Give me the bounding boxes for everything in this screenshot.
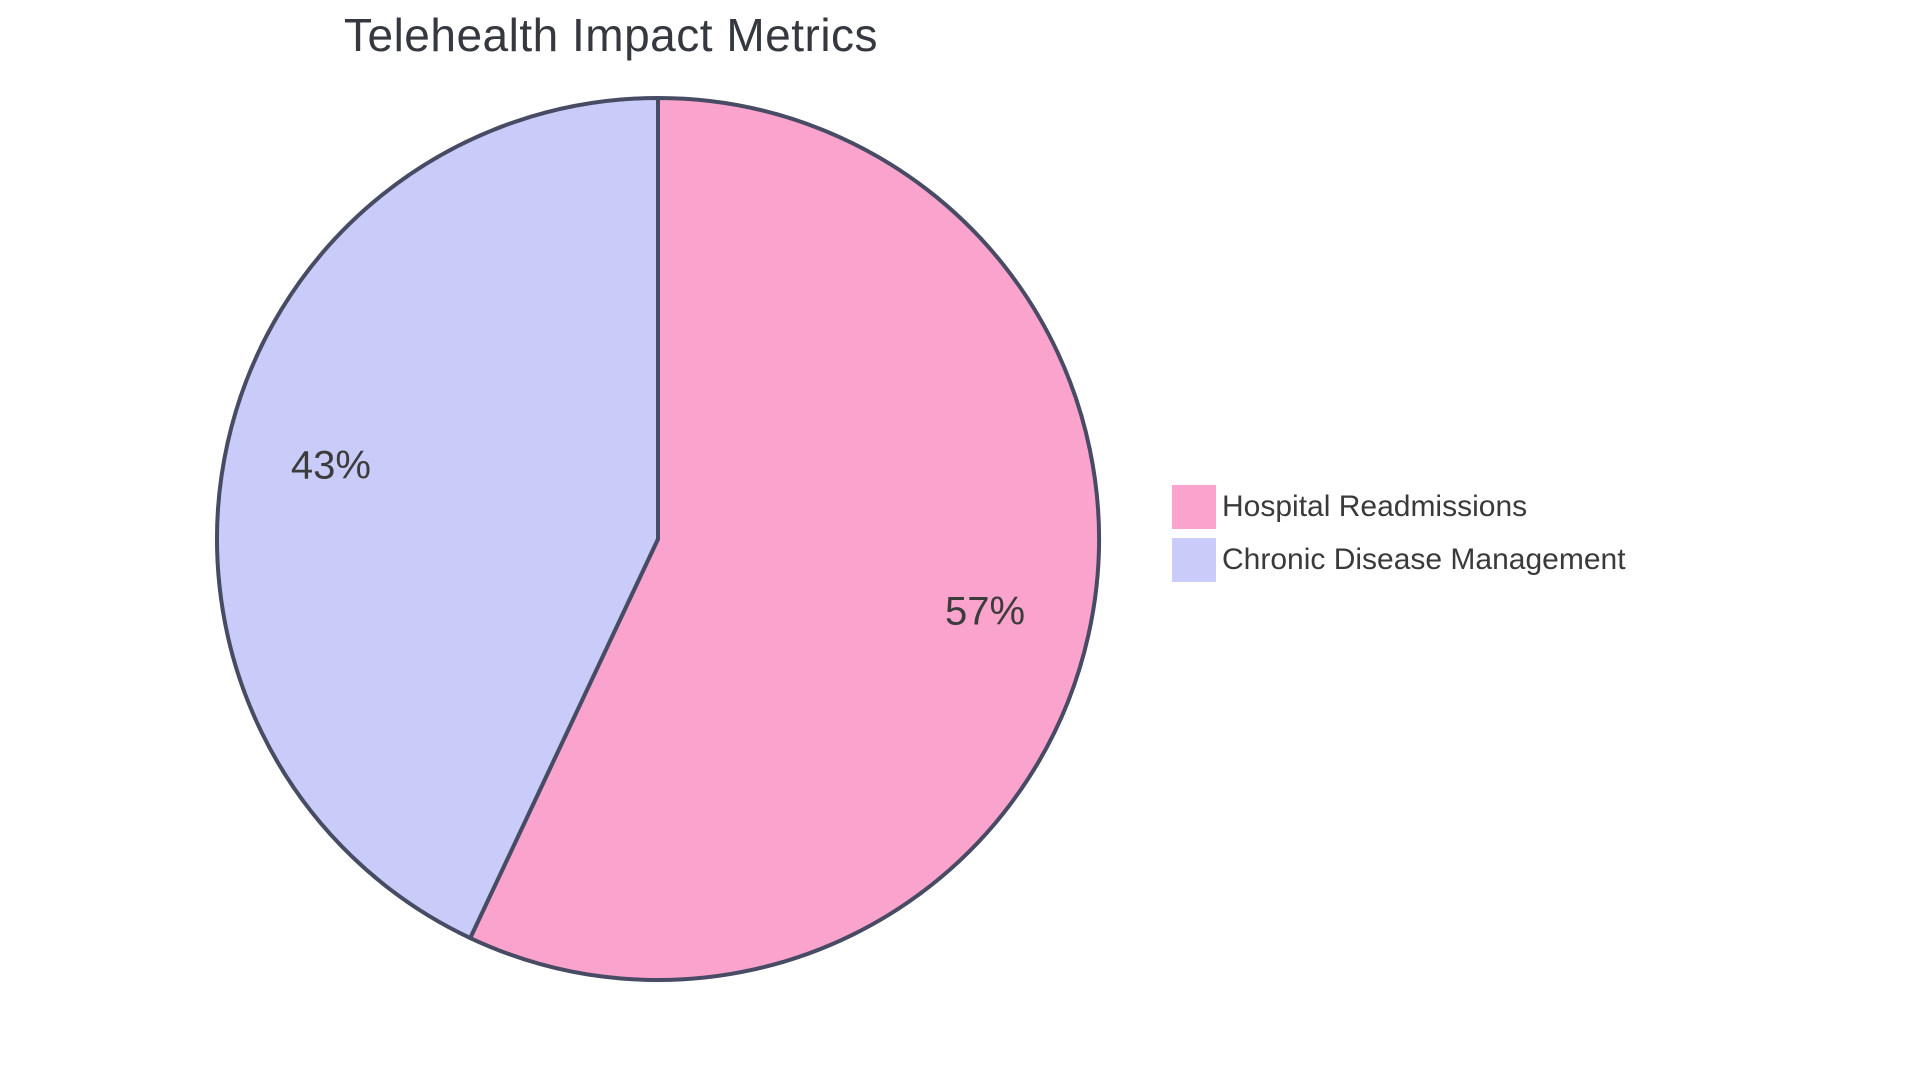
- legend-label: Chronic Disease Management: [1222, 543, 1626, 576]
- legend-label: Hospital Readmissions: [1222, 490, 1528, 523]
- legend-item-chronic-disease-management: Chronic Disease Management: [1172, 538, 1626, 582]
- slice-percent-label: 57%: [945, 589, 1026, 634]
- legend-swatch-hospital-readmissions: [1172, 485, 1216, 529]
- legend: Hospital Readmissions Chronic Disease Ma…: [1172, 485, 1626, 582]
- legend-swatch-chronic-disease-management: [1172, 538, 1216, 582]
- pie-slice-0: [468, 96, 1101, 982]
- pie-slice-1: [215, 96, 660, 941]
- legend-item-hospital-readmissions: Hospital Readmissions: [1172, 485, 1626, 529]
- chart-title: Telehealth Impact Metrics: [344, 9, 879, 61]
- slice-percent-label: 43%: [290, 443, 371, 488]
